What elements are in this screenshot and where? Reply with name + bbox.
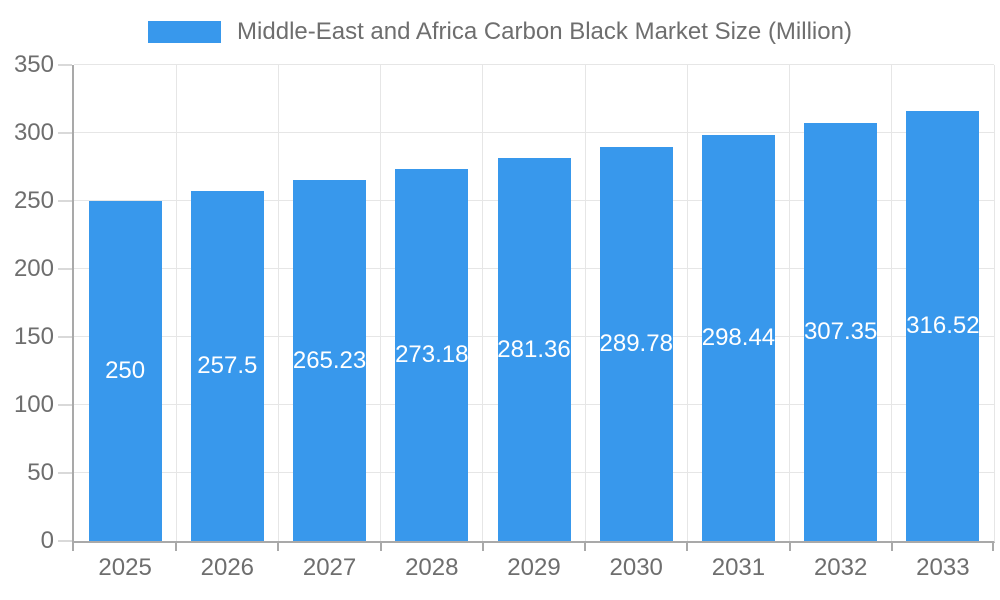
legend-swatch [148, 21, 222, 43]
y-axis-label: 50 [27, 459, 54, 486]
x-tick [788, 543, 791, 551]
x-tick [72, 543, 74, 551]
x-axis-label: 2030 [609, 554, 663, 581]
v-gridline [482, 65, 484, 541]
y-tick [58, 404, 72, 406]
y-axis-label: 100 [13, 391, 54, 418]
y-tick [58, 200, 72, 202]
y-tick [58, 268, 72, 270]
y-tick [58, 540, 72, 542]
y-axis-label: 350 [13, 51, 54, 78]
bar-value-label: 250 [105, 357, 146, 384]
x-tick [890, 543, 893, 551]
y-tick [58, 336, 72, 338]
bar-2031[interactable] [701, 135, 775, 541]
x-axis-label: 2033 [916, 554, 970, 581]
x-axis-label: 2029 [507, 554, 561, 581]
x-axis-label: 2025 [98, 554, 152, 581]
v-gridline [380, 65, 382, 541]
v-gridline [686, 65, 688, 541]
x-axis-label: 2027 [302, 554, 357, 581]
bar-value-label: 273.18 [395, 341, 469, 369]
bar-2026[interactable] [190, 190, 264, 541]
bar-2029[interactable] [497, 158, 571, 541]
legend-label: Middle-East and Africa Carbon Black Mark… [237, 18, 852, 45]
y-axis-label: 0 [40, 527, 54, 554]
h-gridline [74, 64, 994, 65]
bar-2025[interactable] [88, 201, 162, 541]
h-gridline [74, 132, 994, 133]
x-axis-label: 2026 [200, 554, 255, 581]
x-tick [481, 543, 484, 551]
bar-2028[interactable] [395, 169, 469, 541]
v-gridline [277, 65, 279, 541]
v-gridline [789, 65, 791, 541]
x-tick [175, 543, 178, 551]
x-axis-label: 2031 [711, 554, 766, 581]
y-axis-label: 200 [13, 255, 54, 282]
v-gridline [175, 65, 177, 541]
bar-2033[interactable] [906, 110, 980, 541]
y-tick [58, 64, 72, 66]
bar-value-label: 316.52 [906, 311, 980, 339]
bar-value-label: 289.78 [599, 329, 673, 357]
bar-2032[interactable] [804, 123, 878, 541]
bar-2027[interactable] [293, 180, 367, 541]
bar-value-label: 298.44 [701, 324, 776, 352]
bar-value-label: 257.5 [197, 351, 258, 379]
bar-value-label: 265.23 [292, 346, 367, 374]
y-tick [58, 132, 72, 134]
x-tick [584, 543, 587, 551]
x-tick [686, 543, 689, 551]
v-gridline [891, 65, 893, 541]
bar-2030[interactable] [599, 146, 673, 541]
y-tick [58, 472, 72, 474]
x-tick [277, 543, 280, 551]
legend[interactable]: Middle-East and Africa Carbon Black Mark… [0, 18, 1000, 45]
v-gridline [584, 65, 586, 541]
bar-value-label: 281.36 [497, 335, 571, 363]
x-tick [379, 543, 382, 551]
x-axis-label: 2032 [813, 554, 868, 581]
y-axis-label: 250 [13, 187, 54, 214]
x-axis-label: 2028 [405, 554, 459, 581]
plot-area: 250 257.5 265.23 273.18 281.36 289.78 298.44 30… [72, 64, 995, 543]
x-tick [992, 543, 994, 551]
y-axis-label: 150 [13, 323, 54, 350]
bar-value-label: 307.35 [803, 318, 878, 345]
y-axis-label: 300 [13, 119, 54, 146]
